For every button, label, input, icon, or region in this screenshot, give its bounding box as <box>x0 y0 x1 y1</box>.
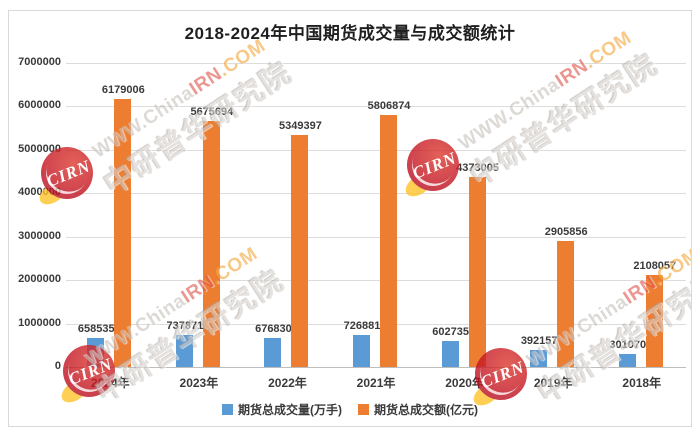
y-tick-label: 4000000 <box>18 186 61 199</box>
bar-group: 602735 4373005 2020年 <box>420 63 509 390</box>
bar-value-label: 737871 <box>166 319 204 332</box>
y-tick-label: 5000000 <box>18 142 61 155</box>
y-tick-label: 0 <box>54 360 61 372</box>
chart-title: 2018-2024年中国期货成交量与成交额统计 <box>184 24 516 43</box>
legend: 期货总成交量(万手) 期货总成交额(亿元) <box>9 401 691 418</box>
category-label: 2018年 <box>622 376 662 390</box>
bar-value-label: 392157 <box>520 334 558 347</box>
bar-value-label: 676830 <box>255 322 292 335</box>
category-label: 2024年 <box>90 376 130 390</box>
category-label: 2022年 <box>268 376 307 390</box>
bar <box>468 177 486 367</box>
bar-group: 726881 5806874 2021年 <box>332 63 421 390</box>
bar <box>87 338 105 367</box>
legend-item-turnover: 期货总成交额(亿元) <box>358 401 478 418</box>
bar-value-label: 5675694 <box>190 105 234 118</box>
bar <box>264 337 282 367</box>
bar-group: 658535 6179006 2024年 <box>66 63 155 390</box>
bar <box>291 134 309 367</box>
category-label: 2023年 <box>179 376 219 390</box>
legend-label-turnover: 期货总成交额(亿元) <box>374 403 478 417</box>
y-tick-label: 7000000 <box>18 56 61 68</box>
gridline <box>66 323 686 325</box>
bar <box>645 275 663 367</box>
bar-group: 301070 2108057 2018年 <box>597 63 686 390</box>
bar-value-label: 602735 <box>432 325 469 338</box>
legend-swatch-turnover-icon <box>358 404 369 415</box>
bar-group: 392157 2905856 2019年 <box>509 63 598 390</box>
gridline <box>66 236 686 238</box>
bar-value-label: 4373005 <box>456 162 500 175</box>
gridline <box>66 149 686 151</box>
y-tick-label: 3000000 <box>18 229 61 242</box>
bar-value-label: 2905856 <box>544 225 588 238</box>
bar-group: 737871 5675694 2023年 <box>155 63 244 390</box>
plot-area: 658535 6179006 2024年 737871 5675694 2023年 6768… <box>66 63 686 390</box>
category-label: 2021年 <box>356 376 396 390</box>
bar-value-label: 6179006 <box>101 83 145 96</box>
gridline <box>66 193 686 195</box>
gridline <box>66 106 686 108</box>
gridline <box>66 280 686 282</box>
y-tick-label: 1000000 <box>18 316 61 329</box>
bar-value-label: 658535 <box>77 323 115 336</box>
bar <box>441 340 459 367</box>
bar-group: 676830 5349397 2022年 <box>243 63 332 390</box>
bar <box>202 120 220 367</box>
bar-value-label: 5349397 <box>279 119 322 132</box>
category-label: 2020年 <box>445 376 484 390</box>
chart-card: 2018-2024年中国期货成交量与成交额统计 0 1000000 2000000 3… <box>8 10 692 427</box>
bar <box>353 335 371 367</box>
bar <box>380 114 398 367</box>
bar <box>530 349 548 367</box>
legend-label-volume: 期货总成交量(万手) <box>238 403 342 417</box>
gridline <box>66 63 686 64</box>
bar <box>618 353 636 367</box>
bar-value-label: 2108057 <box>633 260 677 273</box>
bar-value-label: 5806874 <box>367 99 411 112</box>
legend-item-volume: 期货总成交量(万手) <box>222 401 342 418</box>
y-tick-label: 2000000 <box>18 273 61 286</box>
y-tick-label: 6000000 <box>18 99 61 112</box>
category-label: 2019年 <box>533 376 573 390</box>
bar <box>557 240 575 367</box>
bar <box>175 334 193 367</box>
bar <box>114 98 132 367</box>
legend-swatch-volume-icon <box>222 404 233 415</box>
gridline <box>66 367 686 368</box>
bar-value-label: 301070 <box>609 338 647 351</box>
bar-value-label: 726881 <box>343 320 381 333</box>
